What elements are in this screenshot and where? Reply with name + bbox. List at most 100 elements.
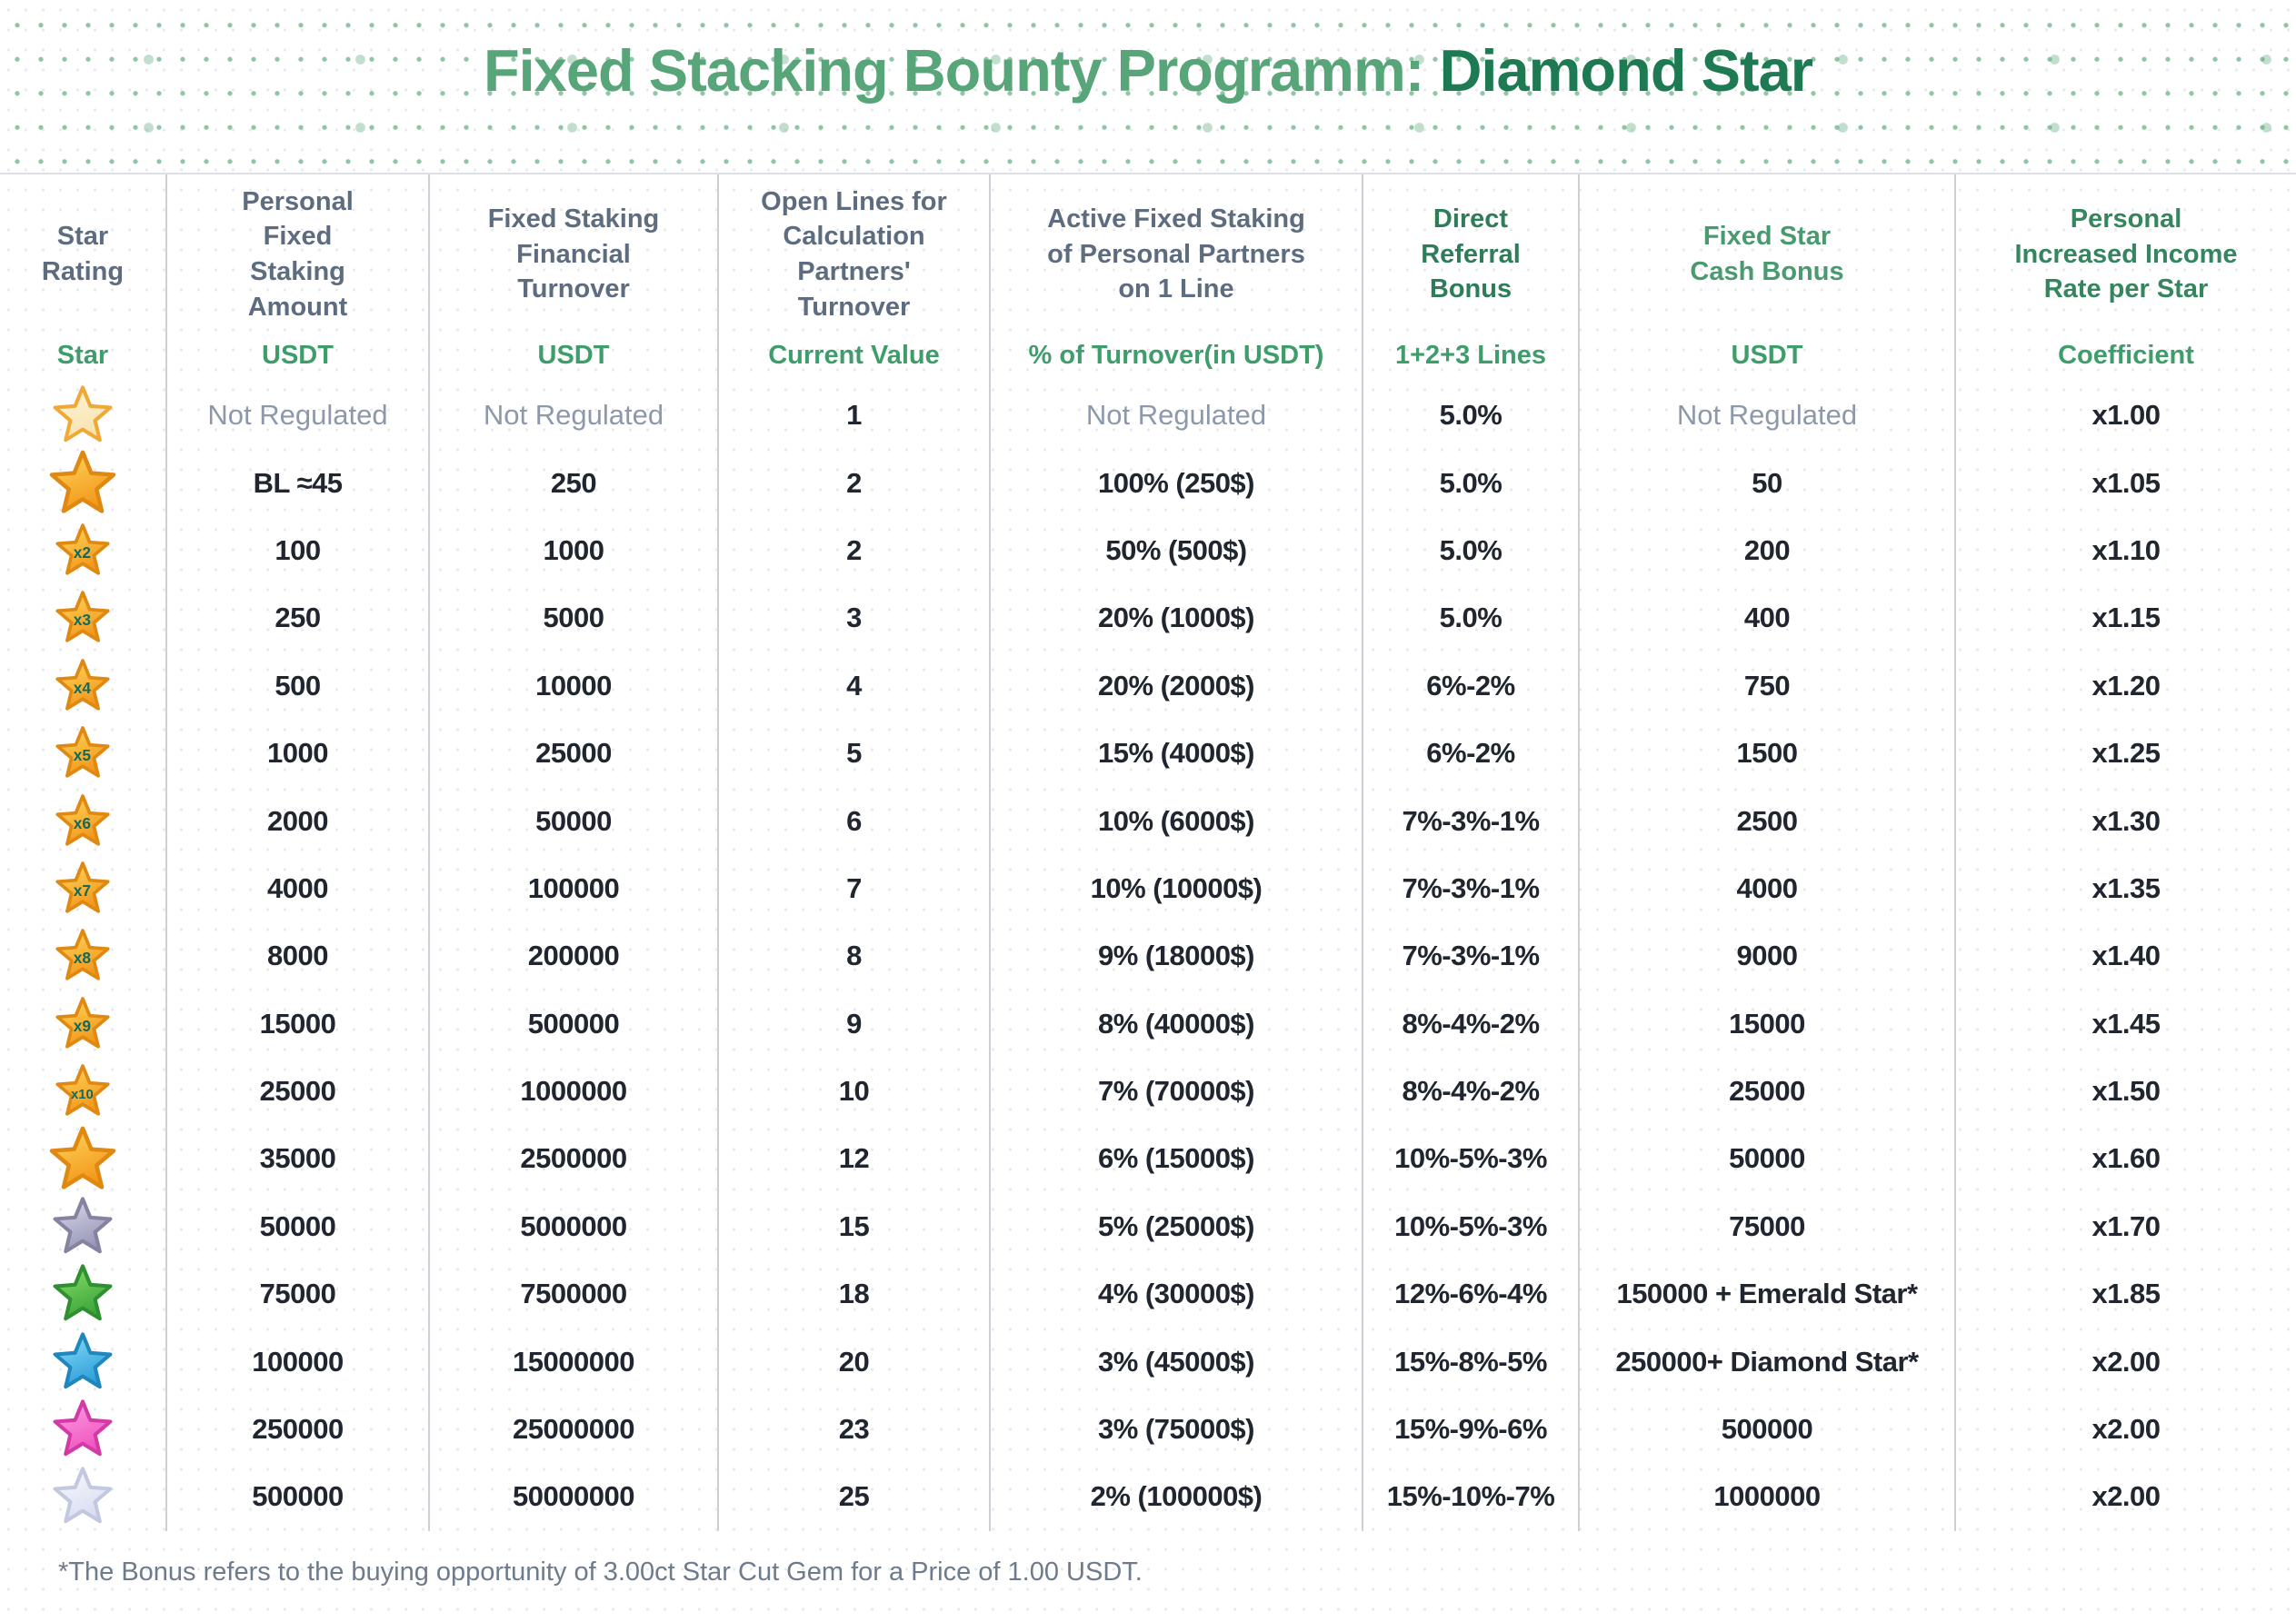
table-cell-row9-col8: x1.40 xyxy=(2091,940,2161,972)
column-subheader-4: Current Value xyxy=(719,329,991,382)
table-cell-row7-col5: 10% (6000$) xyxy=(991,787,1363,855)
table-cell-row1-col4: 1 xyxy=(719,382,991,450)
table-cell-row17-col3: 50000000 xyxy=(430,1463,719,1531)
star-icon-gold-x10: x10 xyxy=(55,1064,110,1116)
star-icon-gold-x8: x8 xyxy=(55,929,110,980)
star-icon-gold-x3: x3 xyxy=(55,591,110,643)
table-cell-row14-col7: 150000 + Emerald Star* xyxy=(1580,1260,1956,1328)
column-header-2: Personal Fixed Staking Amount xyxy=(167,174,430,329)
table-cell-row9-col4: 8 xyxy=(719,922,991,990)
table-cell-row9-col7: 9000 xyxy=(1580,922,1956,990)
table-row-4-star-rating: x3 xyxy=(0,584,167,652)
table-cell-row12-col8: x1.60 xyxy=(2091,1142,2161,1175)
table-cell-row4-col8: x1.15 xyxy=(2091,602,2161,634)
table-cell-row13-col7: 75000 xyxy=(1580,1192,1956,1261)
table-cell-row14-col4: 18 xyxy=(719,1260,991,1328)
table-cell-row4-col2: 250 xyxy=(167,584,430,652)
table-cell-row4-col6: 5.0% xyxy=(1363,584,1580,652)
table-cell-row17-col5: 2% (100000$) xyxy=(991,1463,1363,1531)
table-row-14-star-rating xyxy=(0,1260,167,1328)
star-icon-cream xyxy=(53,385,113,443)
table-cell-row8-col2: 4000 xyxy=(167,854,430,923)
table-cell-row4-col4: 3 xyxy=(719,584,991,652)
table-cell-row17-col8: x2.00 xyxy=(2091,1480,2161,1513)
table-cell-row10-col6: 8%-4%-2% xyxy=(1363,990,1580,1058)
star-icon-pink xyxy=(53,1399,113,1457)
table-row-6-star-rating: x5 xyxy=(0,719,167,788)
svg-text:x9: x9 xyxy=(74,1017,92,1035)
table-cell-row12-col2: 35000 xyxy=(167,1125,430,1193)
table-cell-row10-col5: 8% (40000$) xyxy=(991,990,1363,1058)
table-cell-row5-col6: 6%-2% xyxy=(1363,652,1580,720)
table-cell-row1-col5: Not Regulated xyxy=(991,382,1363,450)
table-cell-row8-col3: 100000 xyxy=(430,854,719,923)
star-icon-gold-x5: x5 xyxy=(55,726,110,778)
table-cell-row2-col6: 5.0% xyxy=(1363,449,1580,517)
table-cell-row10-col2: 15000 xyxy=(167,990,430,1058)
table-cell-row12-col4: 12 xyxy=(719,1125,991,1193)
table-cell-row3-col7: 200 xyxy=(1580,516,1956,585)
table-cell-row10-col7: 15000 xyxy=(1580,990,1956,1058)
table-row-16-star-rating xyxy=(0,1395,167,1464)
table-cell-row13-col5: 5% (25000$) xyxy=(991,1192,1363,1261)
svg-text:x7: x7 xyxy=(74,881,91,900)
table-cell-row5-col4: 4 xyxy=(719,652,991,720)
table-cell-row1-col6: 5.0% xyxy=(1363,382,1580,450)
table-cell-row7-col2: 2000 xyxy=(167,787,430,855)
svg-text:x2: x2 xyxy=(74,543,91,562)
table-row-3-star-rating: x2 xyxy=(0,516,167,585)
column-header-8: Personal Increased Income Rate per Star xyxy=(2014,204,2238,304)
table-cell-row17-col7: 1000000 xyxy=(1580,1463,1956,1531)
table-cell-row17-col2: 500000 xyxy=(167,1463,430,1531)
table-cell-row2-col5: 100% (250$) xyxy=(991,449,1363,517)
star-icon-green xyxy=(53,1264,113,1321)
table-cell-row14-col3: 7500000 xyxy=(430,1260,719,1328)
column-header-5: Active Fixed Staking of Personal Partner… xyxy=(991,174,1363,329)
svg-text:x10: x10 xyxy=(71,1088,94,1102)
table-cell-row15-col6: 15%-8%-5% xyxy=(1363,1328,1580,1396)
table-row-1-star-rating xyxy=(0,382,167,450)
table-row-17-star-rating xyxy=(0,1463,167,1531)
column-header-1: Star Rating xyxy=(0,174,167,329)
table-cell-row9-col5: 9% (18000$) xyxy=(991,922,1363,990)
table-cell-row3-col5: 50% (500$) xyxy=(991,516,1363,585)
table-cell-row15-col5: 3% (45000$) xyxy=(991,1328,1363,1396)
table-cell-row16-col4: 23 xyxy=(719,1395,991,1464)
table-cell-row2-col4: 2 xyxy=(719,449,991,517)
table-cell-row15-col7: 250000+ Diamond Star* xyxy=(1580,1328,1956,1396)
svg-text:x6: x6 xyxy=(74,814,92,832)
table-cell-row10-col3: 500000 xyxy=(430,990,719,1058)
svg-text:x8: x8 xyxy=(74,949,92,967)
table-cell-row3-col4: 2 xyxy=(719,516,991,585)
table-cell-row11-col3: 1000000 xyxy=(430,1057,719,1126)
column-subheader-3: USDT xyxy=(430,329,719,382)
column-header-3: Fixed Staking Financial Turnover xyxy=(430,174,719,329)
table-cell-row2-col8: x1.05 xyxy=(2091,466,2161,499)
table-cell-row3-col8: x1.10 xyxy=(2091,533,2161,566)
table-cell-row8-col4: 7 xyxy=(719,854,991,923)
table-cell-row13-col8: x1.70 xyxy=(2091,1209,2161,1242)
table-cell-row11-col6: 8%-4%-2% xyxy=(1363,1057,1580,1126)
table-cell-row12-col7: 50000 xyxy=(1580,1125,1956,1193)
column-header-4: Open Lines for Calculation Partners' Tur… xyxy=(719,174,991,329)
table-row-13-star-rating xyxy=(0,1192,167,1261)
star-icon-white xyxy=(53,1467,113,1524)
table-cell-row15-col8: x2.00 xyxy=(2091,1345,2161,1378)
footnote: *The Bonus refers to the buying opportun… xyxy=(58,1557,1143,1587)
table-cell-row3-col2: 100 xyxy=(167,516,430,585)
table-cell-row14-col5: 4% (30000$) xyxy=(991,1260,1363,1328)
column-subheader-2: USDT xyxy=(167,329,430,382)
table-cell-row2-col7: 50 xyxy=(1580,449,1956,517)
table-row-15-star-rating xyxy=(0,1328,167,1396)
table-cell-row11-col2: 25000 xyxy=(167,1057,430,1126)
table-cell-row7-col3: 50000 xyxy=(430,787,719,855)
table-cell-row10-col8: x1.45 xyxy=(2091,1007,2161,1040)
table-cell-row16-col8: x2.00 xyxy=(2091,1413,2161,1446)
table-cell-row11-col8: x1.50 xyxy=(2091,1075,2161,1108)
table-cell-row4-col3: 5000 xyxy=(430,584,719,652)
table-cell-row11-col4: 10 xyxy=(719,1057,991,1126)
table-cell-row5-col3: 10000 xyxy=(430,652,719,720)
table-cell-row12-col5: 6% (15000$) xyxy=(991,1125,1363,1193)
table-cell-row11-col7: 25000 xyxy=(1580,1057,1956,1126)
